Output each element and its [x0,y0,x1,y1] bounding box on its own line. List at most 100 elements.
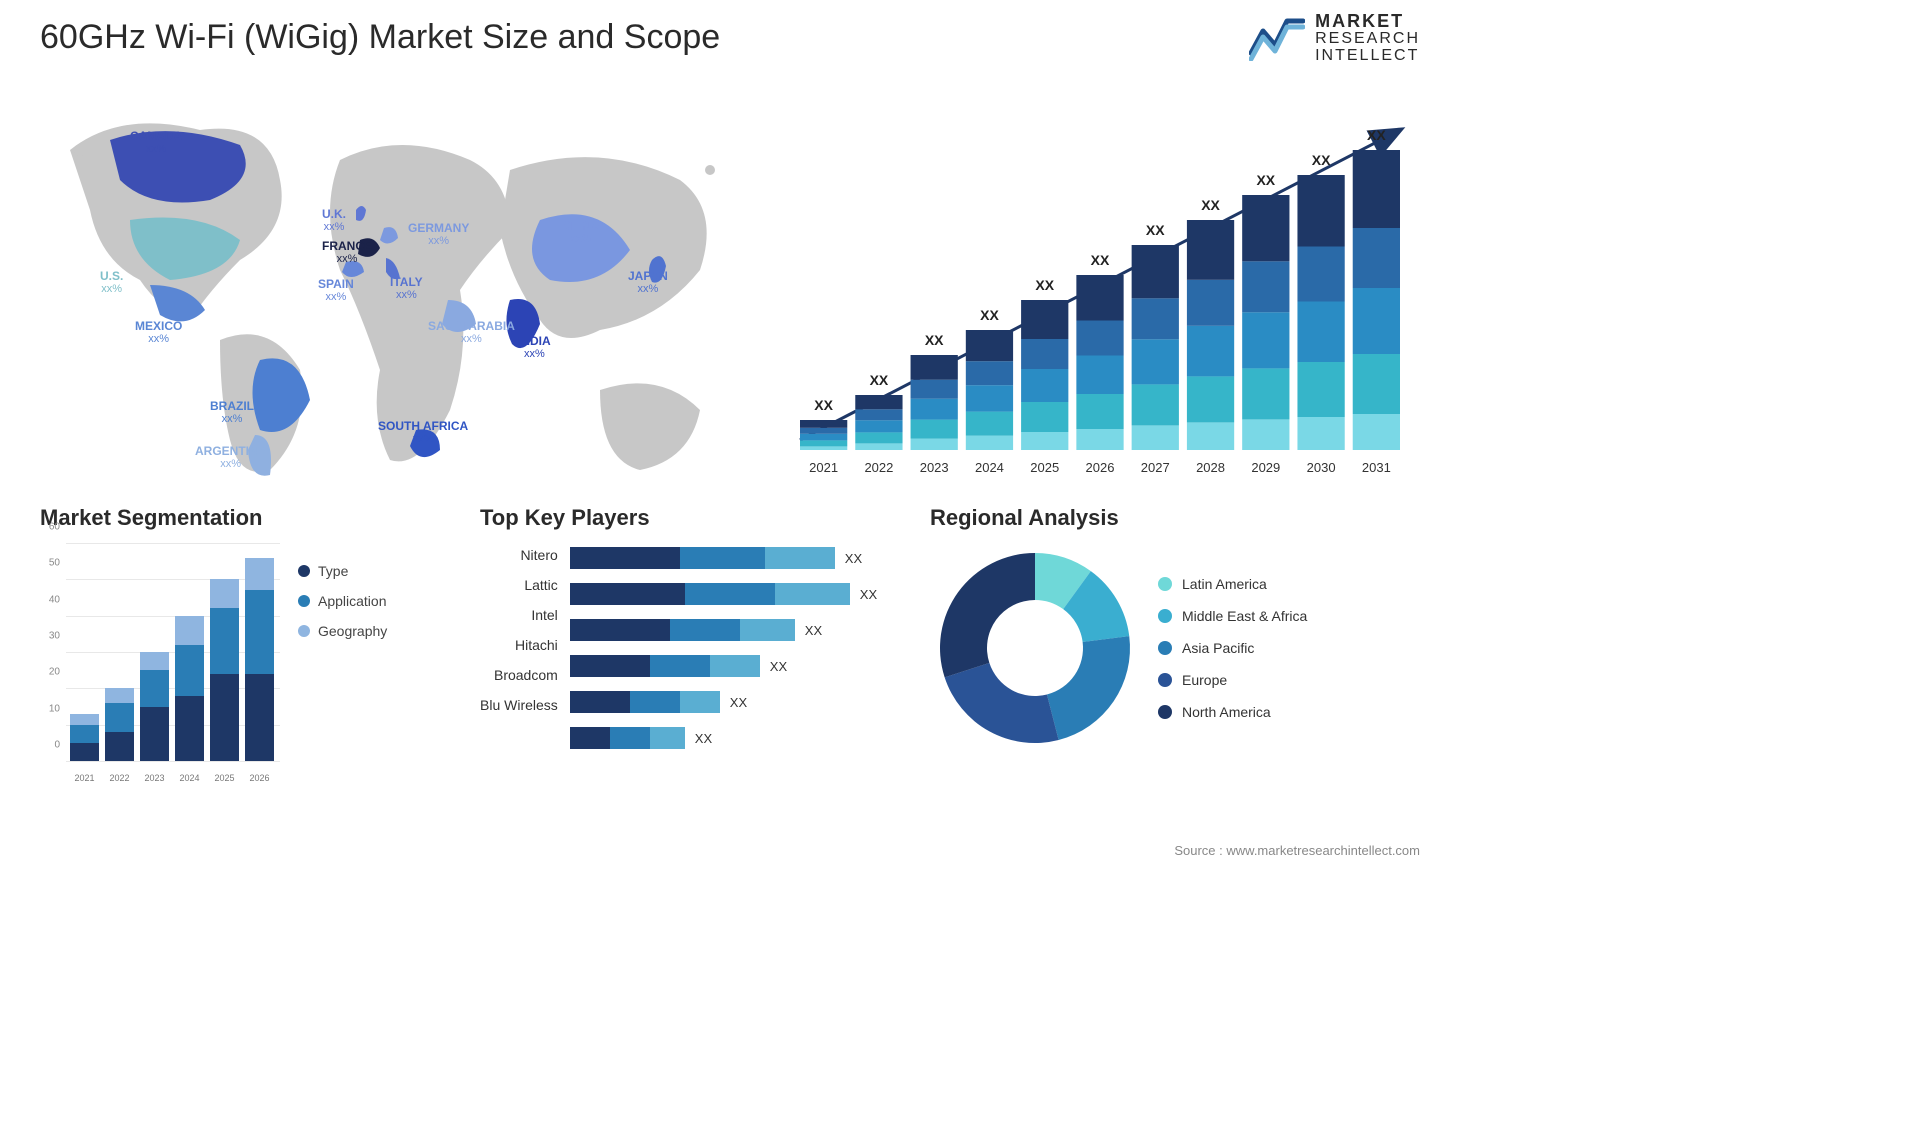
seg-y-tick: 20 [49,667,60,678]
source-text: Source : www.marketresearchintellect.com [1174,843,1420,858]
growth-bar-segment [1132,298,1179,339]
players-title: Top Key Players [480,505,910,531]
seg-bar-segment [70,725,99,743]
growth-year-label: 2029 [1251,460,1280,475]
growth-bar-segment [1297,417,1344,450]
growth-bar-segment [1297,362,1344,417]
regional-title: Regional Analysis [930,505,1410,531]
seg-bar-segment [105,732,134,761]
growth-value-label: XX [1146,222,1165,238]
players-bars: XXXXXXXXXXXX [570,543,910,749]
player-bar-segment [570,583,685,605]
player-bar-segment [685,583,775,605]
growth-bar-segment [911,420,958,439]
growth-year-label: 2025 [1030,460,1059,475]
legend-swatch [1158,577,1172,591]
growth-bar-segment [1187,326,1234,377]
growth-bar-segment [1353,414,1400,450]
player-bar-segment [570,655,650,677]
growth-bar-segment [1353,354,1400,414]
growth-chart: 2021202220232024202520262027202820292030… [780,90,1420,490]
seg-y-tick: 30 [49,631,60,642]
seg-x-label: 2026 [245,773,274,783]
growth-bar-segment [855,420,902,432]
growth-year-label: 2021 [809,460,838,475]
growth-bar-segment [1021,300,1068,339]
seg-bar-segment [105,688,134,703]
player-bar-segment [570,619,670,641]
country-label: BRAZILxx% [210,400,254,425]
segmentation-title: Market Segmentation [40,505,460,531]
country-label: ITALYxx% [390,276,423,301]
seg-legend-item: Type [298,563,387,579]
growth-year-label: 2026 [1086,460,1115,475]
growth-bar-segment [1076,429,1123,450]
player-row: XX [570,619,910,641]
page-title: 60GHz Wi-Fi (WiGig) Market Size and Scop… [40,18,720,57]
seg-legend-item: Geography [298,623,387,639]
legend-label: Type [318,563,348,579]
player-value: XX [845,551,862,566]
growth-bar-segment [1021,369,1068,402]
country-label: CANADAxx% [130,130,182,155]
region-legend-item: Asia Pacific [1158,640,1307,656]
growth-bar-segment [1076,275,1123,321]
growth-year-label: 2031 [1362,460,1391,475]
growth-bar-segment [1242,261,1289,312]
growth-value-label: XX [1035,277,1054,293]
growth-year-label: 2028 [1196,460,1225,475]
seg-bar-segment [175,616,204,645]
player-name: Blu Wireless [480,697,558,713]
player-value: XX [860,587,877,602]
player-bar [570,691,720,713]
growth-year-label: 2024 [975,460,1004,475]
growth-bar-segment [1132,384,1179,425]
seg-y-tick: 0 [54,740,60,751]
player-bar-segment [570,727,610,749]
country-label: SOUTH AFRICAxx% [378,420,468,445]
player-bar [570,547,835,569]
world-map: CANADAxx%U.S.xx%MEXICOxx%BRAZILxx%ARGENT… [40,90,740,490]
growth-bar-segment [855,409,902,420]
seg-y-tick: 10 [49,703,60,714]
growth-bar-segment [1187,220,1234,280]
country-label: JAPANxx% [628,270,668,295]
growth-bar-segment [1242,312,1289,368]
seg-bar-segment [175,696,204,761]
legend-label: Asia Pacific [1182,640,1254,656]
growth-bar-segment [966,436,1013,450]
logo-line1: MARKET [1315,12,1420,31]
growth-bar-segment [1187,280,1234,326]
player-bar [570,619,795,641]
country-label: SPAINxx% [318,278,354,303]
player-bar [570,583,850,605]
logo-line2: RESEARCH [1315,31,1420,48]
brand-logo: MARKET RESEARCH INTELLECT [1249,12,1420,64]
growth-value-label: XX [980,307,999,323]
players-labels: NiteroLatticIntelHitachiBroadcomBlu Wire… [480,543,558,749]
player-bar-segment [775,583,850,605]
player-bar-segment [630,691,680,713]
country-label: FRANCExx% [322,240,372,265]
region-legend-item: Middle East & Africa [1158,608,1307,624]
growth-year-label: 2022 [864,460,893,475]
player-name: Hitachi [515,637,558,653]
seg-bar-segment [210,579,239,608]
seg-bar-segment [210,608,239,673]
seg-bar-segment [245,674,274,761]
player-bar [570,727,685,749]
growth-value-label: XX [814,397,833,413]
growth-bar-segment [911,355,958,380]
seg-bar [105,688,134,761]
regional-panel: Regional Analysis Latin AmericaMiddle Ea… [930,505,1410,825]
player-row: XX [570,655,910,677]
seg-x-label: 2025 [210,773,239,783]
legend-swatch [1158,673,1172,687]
growth-value-label: XX [1312,152,1331,168]
region-legend-item: Europe [1158,672,1307,688]
seg-bar-segment [140,670,169,706]
player-bar-segment [570,691,630,713]
growth-bar-segment [1353,288,1400,354]
donut-hole [988,601,1082,695]
seg-bar-segment [245,590,274,674]
